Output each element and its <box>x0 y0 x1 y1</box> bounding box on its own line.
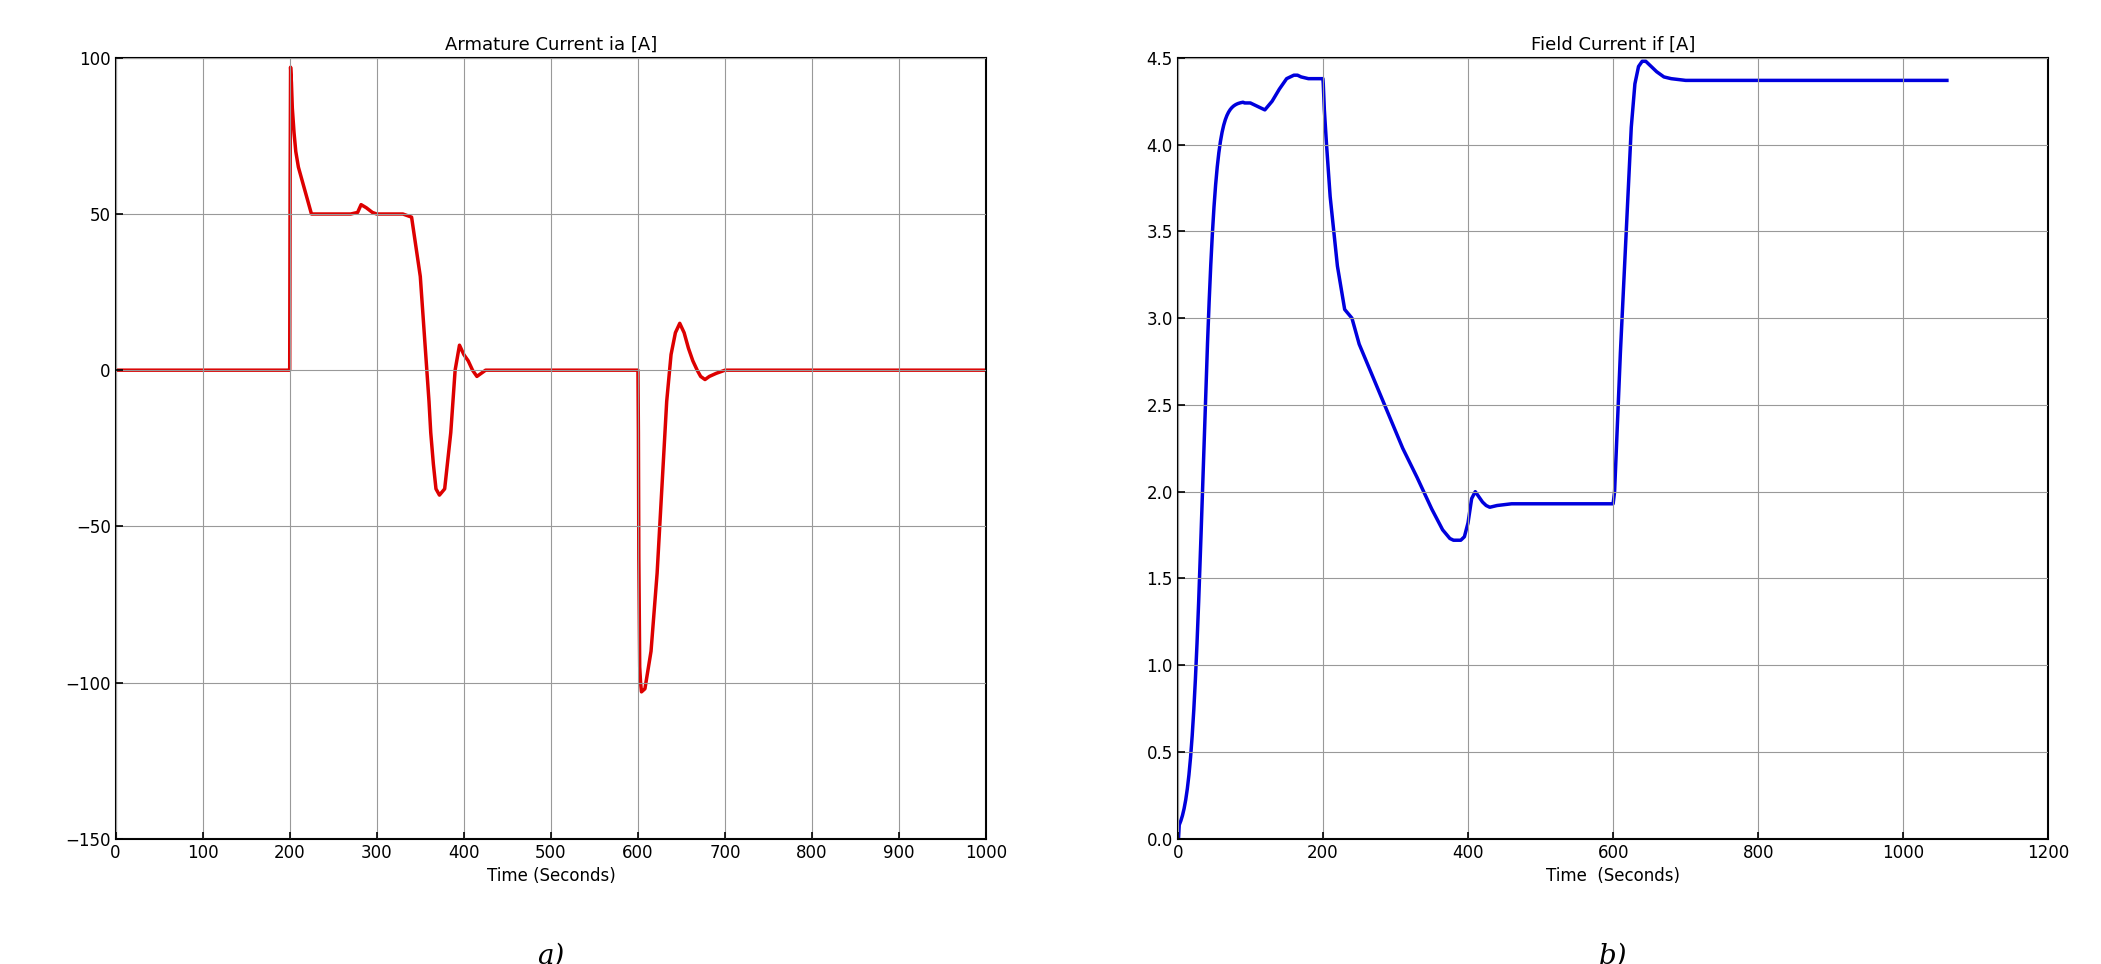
Text: a): a) <box>538 943 565 964</box>
Title: Field Current if [A]: Field Current if [A] <box>1532 36 1696 54</box>
X-axis label: Time  (Seconds): Time (Seconds) <box>1546 867 1681 885</box>
Text: b): b) <box>1599 943 1628 964</box>
Title: Armature Current ia [A]: Armature Current ia [A] <box>445 36 658 54</box>
X-axis label: Time (Seconds): Time (Seconds) <box>487 867 616 885</box>
